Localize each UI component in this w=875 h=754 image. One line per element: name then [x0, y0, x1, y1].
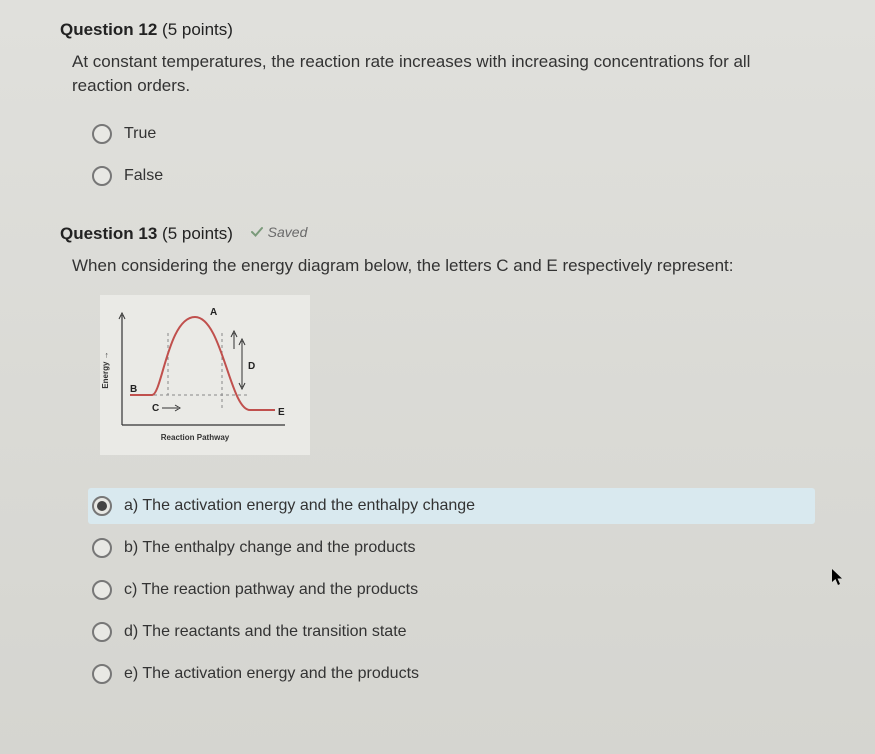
question-12-text: At constant temperatures, the reaction r…	[72, 50, 815, 98]
question-13-number: Question 13	[60, 224, 157, 243]
option-label: c) The reaction pathway and the products	[124, 581, 418, 599]
q13-option-b[interactable]: b) The enthalpy change and the products	[88, 530, 815, 566]
energy-diagram: Energy → A B C	[100, 295, 310, 455]
saved-text: Saved	[268, 224, 308, 240]
option-label: True	[124, 125, 156, 143]
option-label: a) The activation energy and the enthalp…	[124, 497, 475, 515]
check-icon	[250, 225, 264, 239]
label-D: D	[248, 361, 255, 372]
label-B: B	[130, 384, 137, 395]
option-label: d) The reactants and the transition stat…	[124, 623, 407, 641]
xlabel: Reaction Pathway	[161, 433, 230, 442]
label-E: E	[278, 407, 285, 418]
question-13: Question 13 (5 points) Saved When consid…	[60, 224, 815, 693]
radio-icon[interactable]	[92, 580, 112, 600]
q13-option-d[interactable]: d) The reactants and the transition stat…	[88, 614, 815, 650]
radio-icon[interactable]	[92, 622, 112, 642]
radio-icon[interactable]	[92, 496, 112, 516]
question-13-points: (5 points)	[162, 224, 233, 243]
label-A: A	[210, 307, 217, 318]
label-C: C	[152, 403, 159, 414]
cursor-icon	[831, 568, 845, 591]
q12-option-false[interactable]: False	[88, 158, 815, 194]
q13-option-a[interactable]: a) The activation energy and the enthalp…	[88, 488, 815, 524]
option-label: False	[124, 167, 163, 185]
ylabel: Energy →	[101, 352, 110, 389]
question-13-text: When considering the energy diagram belo…	[72, 254, 815, 278]
option-label: e) The activation energy and the product…	[124, 665, 419, 683]
saved-badge: Saved	[250, 224, 308, 240]
option-label: b) The enthalpy change and the products	[124, 539, 415, 557]
question-13-options: a) The activation energy and the enthalp…	[88, 488, 815, 692]
radio-icon[interactable]	[92, 124, 112, 144]
radio-icon[interactable]	[92, 166, 112, 186]
question-12-header: Question 12 (5 points)	[60, 20, 815, 40]
quiz-page: Question 12 (5 points) At constant tempe…	[0, 0, 875, 754]
question-12-points: (5 points)	[162, 20, 233, 39]
radio-icon[interactable]	[92, 664, 112, 684]
q13-option-c[interactable]: c) The reaction pathway and the products	[88, 572, 815, 608]
question-12-options: True False	[88, 116, 815, 194]
question-12: Question 12 (5 points) At constant tempe…	[60, 20, 815, 194]
q12-option-true[interactable]: True	[88, 116, 815, 152]
question-13-header: Question 13 (5 points) Saved	[60, 224, 815, 244]
radio-icon[interactable]	[92, 538, 112, 558]
q13-option-e[interactable]: e) The activation energy and the product…	[88, 656, 815, 692]
energy-diagram-wrap: Energy → A B C	[100, 295, 815, 460]
question-12-number: Question 12	[60, 20, 157, 39]
